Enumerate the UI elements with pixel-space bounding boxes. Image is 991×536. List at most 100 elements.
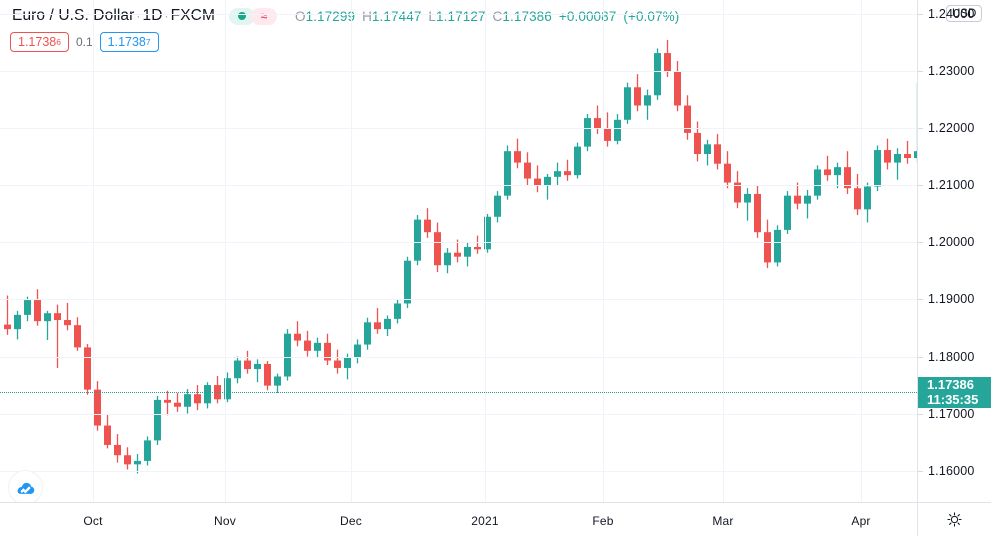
time-axis-label: Oct <box>83 514 103 528</box>
low-key: L <box>428 8 437 24</box>
candle-body <box>24 300 31 315</box>
candle-body <box>604 128 611 141</box>
gridline-vertical <box>225 0 226 502</box>
candle-body <box>884 150 891 163</box>
price-axis-label: 1.17000 <box>928 406 975 421</box>
gridline-horizontal <box>0 356 917 358</box>
candle-body <box>54 313 61 321</box>
candle-body <box>494 195 501 217</box>
candle-body <box>844 167 851 189</box>
open-key: O <box>294 8 306 24</box>
chart-settings-corner[interactable] <box>917 502 991 536</box>
candle-body <box>674 71 681 106</box>
candle-body <box>434 232 441 266</box>
price-axis-label: 1.21000 <box>928 178 975 193</box>
price-axis[interactable]: USD 1.24000 1.23000 1.22000 1.21000 1.20000 1… <box>917 0 991 502</box>
candle-body <box>824 169 831 176</box>
candle-body <box>314 342 321 351</box>
candle-body <box>384 318 391 330</box>
candle-body <box>484 216 491 250</box>
candle-body <box>744 193 751 203</box>
candle-body <box>764 232 771 263</box>
price-axis-label: 1.22000 <box>928 121 975 136</box>
bid-price-chip[interactable]: 1.1738 6 <box>10 32 69 52</box>
symbol-exchange: FXCM <box>170 7 215 24</box>
candle-body <box>204 385 211 404</box>
candle-body <box>634 87 641 106</box>
candle-body <box>394 303 401 319</box>
price-tick <box>918 470 923 472</box>
price-axis-label: 1.16000 <box>928 463 975 478</box>
candle-body <box>894 154 901 163</box>
candle-body <box>414 219 421 261</box>
change-percent: (+0.07%) <box>623 8 680 24</box>
current-price-tag: 1.17386 11:35:35 <box>918 376 991 408</box>
candle-body <box>354 344 361 358</box>
series-dot-badge[interactable] <box>228 7 255 25</box>
candle-body <box>84 347 91 390</box>
candle-body <box>444 252 451 266</box>
candle-body <box>614 119 621 141</box>
tradingview-logo <box>8 470 43 502</box>
candle-body <box>774 229 781 263</box>
currency-badge[interactable]: USD <box>946 5 983 22</box>
chart-plot-area[interactable] <box>0 0 917 502</box>
compare-wave-badge[interactable]: ≈ <box>250 7 277 25</box>
candle-body <box>694 132 701 155</box>
close-key: C <box>492 8 503 24</box>
price-tick <box>918 185 923 187</box>
price-axis-label: 1.20000 <box>928 235 975 250</box>
price-axis-label: 1.19000 <box>928 292 975 307</box>
high-key: H <box>362 8 372 24</box>
time-axis-label: Mar <box>712 514 734 528</box>
candle-body <box>834 167 841 176</box>
candle-body <box>174 402 181 407</box>
price-tick <box>918 356 923 358</box>
legend-badges: ≈ <box>228 7 277 25</box>
spread-value: 0.1 <box>75 35 93 49</box>
gear-icon[interactable] <box>947 512 962 527</box>
candle-body <box>114 444 121 456</box>
candle-body <box>464 247 471 257</box>
gridline-horizontal <box>0 413 917 415</box>
price-tick <box>918 299 923 301</box>
gridline-horizontal <box>0 14 917 16</box>
candle-body <box>644 95 651 106</box>
candle-body <box>714 144 721 164</box>
candle-body <box>564 171 571 176</box>
candle-body <box>734 182 741 203</box>
candle-body <box>324 342 331 361</box>
symbol-title[interactable]: Euro / U.S. Dollar · 1D · FXCM <box>12 7 215 25</box>
candle-body <box>654 53 661 96</box>
time-axis-label: Apr <box>851 514 871 528</box>
candle-body <box>914 151 917 159</box>
chart-legend: Euro / U.S. Dollar · 1D · FXCM ≈ O1.17299 H1.… <box>12 4 679 28</box>
candle-body <box>344 357 351 368</box>
time-axis[interactable]: Oct Nov Dec 2021 Feb Mar Apr <box>0 502 917 536</box>
time-axis-label: Feb <box>592 514 614 528</box>
candle-body <box>134 460 141 465</box>
ask-price-value: 1.1738 <box>107 35 146 49</box>
change-absolute: +0.00087 <box>558 8 617 24</box>
symbol-interval: 1D <box>142 7 163 24</box>
price-tick <box>918 128 923 130</box>
candle-body <box>874 150 881 187</box>
candle-body <box>374 322 381 330</box>
gridline-vertical <box>723 0 724 502</box>
price-tick <box>918 71 923 73</box>
price-axis-label: 1.24000 <box>928 7 975 22</box>
candle-body <box>624 87 631 120</box>
candle-body <box>804 195 811 204</box>
gridline-vertical <box>861 0 862 502</box>
ask-price-chip[interactable]: 1.1738 7 <box>99 32 159 52</box>
gridline-horizontal <box>0 242 917 244</box>
candle-body <box>4 324 11 330</box>
symbol-sep-2: · <box>164 9 169 23</box>
gridline-vertical <box>485 0 486 502</box>
candle-body <box>474 247 481 250</box>
candle-body <box>514 151 521 163</box>
time-axis-label: Nov <box>214 514 236 528</box>
time-axis-label: Dec <box>340 514 362 528</box>
candle-body <box>224 378 231 400</box>
